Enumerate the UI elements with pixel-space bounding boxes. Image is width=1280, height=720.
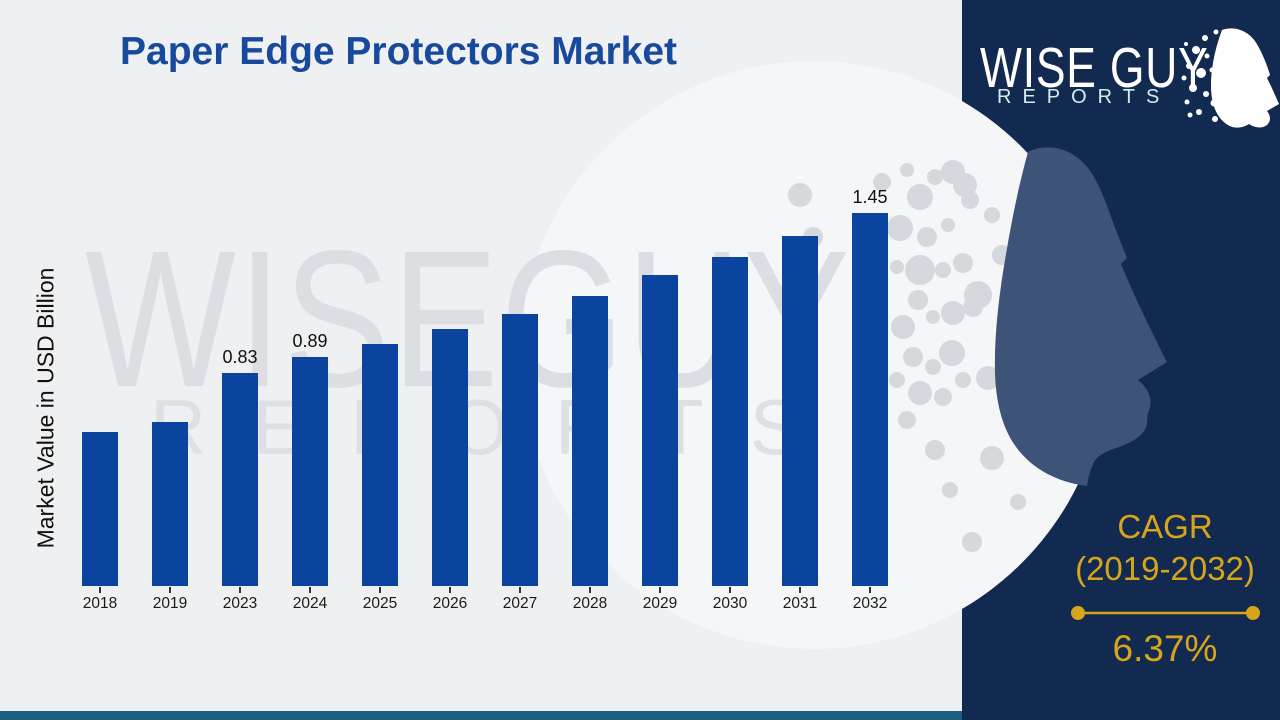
- bar-2025: [362, 344, 398, 586]
- x-axis-label-2028: 2028: [572, 595, 608, 612]
- cagr-heading: CAGR: [1117, 508, 1213, 545]
- x-axis-tick-2030: [729, 587, 731, 593]
- bar-2018: [82, 432, 118, 586]
- x-axis-label-2029: 2029: [642, 595, 678, 612]
- x-axis-tick-2024: [309, 587, 311, 593]
- x-axis-tick-2029: [659, 587, 661, 593]
- logo-brand-subtitle: REPORTS: [997, 86, 1171, 108]
- x-axis-label-2025: 2025: [362, 595, 398, 612]
- logo-face-icon: [1181, 28, 1279, 128]
- x-axis-tick-2028: [589, 587, 591, 593]
- footer-strip: [0, 711, 1280, 720]
- bar-2028: [572, 296, 608, 586]
- cagr-range: (2019-2032): [1075, 550, 1255, 587]
- bar-2027: [502, 314, 538, 586]
- face-profile-silhouette: [994, 147, 1167, 486]
- bar-2029: [642, 275, 678, 586]
- x-axis-label-2023: 2023: [222, 595, 258, 612]
- value-label-2032: 1.45: [852, 187, 888, 207]
- bar-2024: [292, 357, 328, 586]
- bar-2030: [712, 257, 748, 586]
- x-axis-tick-2018: [99, 587, 101, 593]
- value-label-2024: 0.89: [292, 331, 328, 351]
- chart-title: Paper Edge Protectors Market: [120, 30, 678, 73]
- x-axis-tick-2019: [169, 587, 171, 593]
- x-axis-label-2026: 2026: [432, 595, 468, 612]
- x-axis-label-2019: 2019: [152, 595, 188, 612]
- bar-2026: [432, 329, 468, 586]
- bar-2019: [152, 422, 188, 586]
- x-axis-tick-2025: [379, 587, 381, 593]
- bar-2031: [782, 236, 818, 586]
- x-axis-label-2031: 2031: [782, 595, 818, 612]
- value-label-2023: 0.83: [222, 347, 258, 367]
- bar-2032: [852, 213, 888, 586]
- x-axis-tick-2023: [239, 587, 241, 593]
- watermark-text-reports: REPORTS: [150, 383, 848, 471]
- x-axis-label-2027: 2027: [502, 595, 538, 612]
- x-axis-tick-2027: [519, 587, 521, 593]
- x-axis-label-2032: 2032: [852, 595, 888, 612]
- x-axis-label-2030: 2030: [712, 595, 748, 612]
- x-axis-label-2024: 2024: [292, 595, 328, 612]
- x-axis-label-2018: 2018: [82, 595, 118, 612]
- x-axis-tick-2031: [799, 587, 801, 593]
- x-axis-tick-2026: [449, 587, 451, 593]
- bar-2023: [222, 373, 258, 586]
- x-axis-tick-2032: [869, 587, 871, 593]
- cagr-value: 6.37%: [1112, 628, 1218, 669]
- logo-brand-name: WISE GUY: [980, 36, 1209, 100]
